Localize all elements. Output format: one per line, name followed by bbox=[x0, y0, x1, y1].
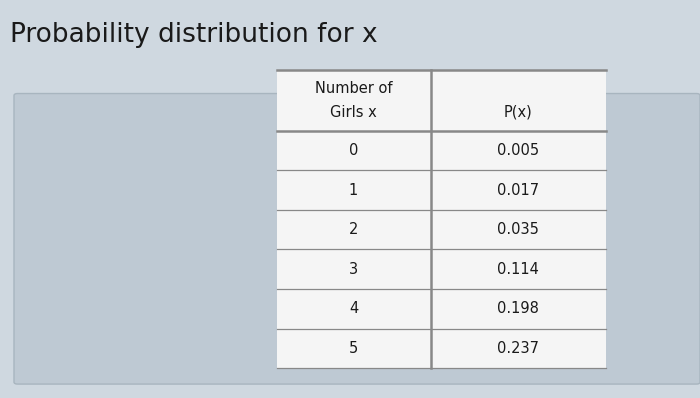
Text: 0.035: 0.035 bbox=[497, 222, 539, 237]
Text: 0.005: 0.005 bbox=[497, 143, 539, 158]
FancyBboxPatch shape bbox=[14, 94, 700, 384]
Text: Number of: Number of bbox=[315, 81, 392, 96]
Text: 3: 3 bbox=[349, 262, 358, 277]
Text: 4: 4 bbox=[349, 301, 358, 316]
Text: 1: 1 bbox=[349, 183, 358, 198]
Text: 0.198: 0.198 bbox=[497, 301, 539, 316]
Text: P(x): P(x) bbox=[503, 105, 533, 120]
Text: 2: 2 bbox=[349, 222, 358, 237]
Text: Girls x: Girls x bbox=[330, 105, 377, 120]
Text: 0.017: 0.017 bbox=[497, 183, 539, 198]
Text: 0.114: 0.114 bbox=[497, 262, 539, 277]
Text: 5: 5 bbox=[349, 341, 358, 356]
Text: 0.237: 0.237 bbox=[497, 341, 539, 356]
Text: 0: 0 bbox=[349, 143, 358, 158]
Bar bbox=[276, 70, 606, 368]
Text: Probability distribution for x: Probability distribution for x bbox=[10, 22, 378, 48]
